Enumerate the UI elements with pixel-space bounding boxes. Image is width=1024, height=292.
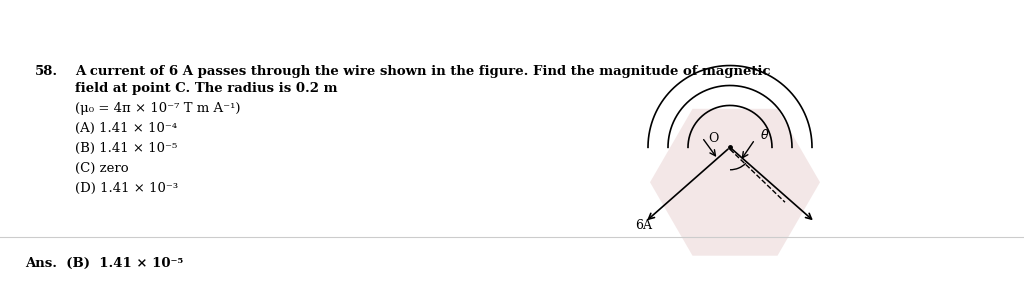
Text: 58.: 58. bbox=[35, 65, 58, 78]
Text: O: O bbox=[708, 132, 719, 145]
Text: (μ₀ = 4π × 10⁻⁷ T m A⁻¹): (μ₀ = 4π × 10⁻⁷ T m A⁻¹) bbox=[75, 102, 241, 115]
Text: A current of 6 A passes through the wire shown in the figure. Find the magnitude: A current of 6 A passes through the wire… bbox=[75, 65, 770, 78]
Text: Ans.  (B)  1.41 × 10⁻⁵: Ans. (B) 1.41 × 10⁻⁵ bbox=[25, 257, 183, 270]
Text: 6A: 6A bbox=[635, 219, 652, 232]
Text: (C) zero: (C) zero bbox=[75, 162, 129, 175]
Text: $\theta$: $\theta$ bbox=[760, 128, 769, 142]
Text: ✎: ✎ bbox=[885, 19, 897, 34]
Text: (A) 1.41 × 10⁻⁴: (A) 1.41 × 10⁻⁴ bbox=[75, 122, 177, 135]
Text: (D) 1.41 × 10⁻³: (D) 1.41 × 10⁻³ bbox=[75, 182, 178, 195]
Text: Chap : 4 D  (58/120): Chap : 4 D (58/120) bbox=[411, 17, 613, 35]
Text: ◎: ◎ bbox=[967, 19, 979, 34]
Text: field at point C. The radius is 0.2 m: field at point C. The radius is 0.2 m bbox=[75, 82, 338, 95]
Text: ⊙: ⊙ bbox=[926, 19, 938, 34]
Text: ⋮: ⋮ bbox=[1007, 19, 1021, 34]
Text: (B) 1.41 × 10⁻⁵: (B) 1.41 × 10⁻⁵ bbox=[75, 142, 177, 155]
